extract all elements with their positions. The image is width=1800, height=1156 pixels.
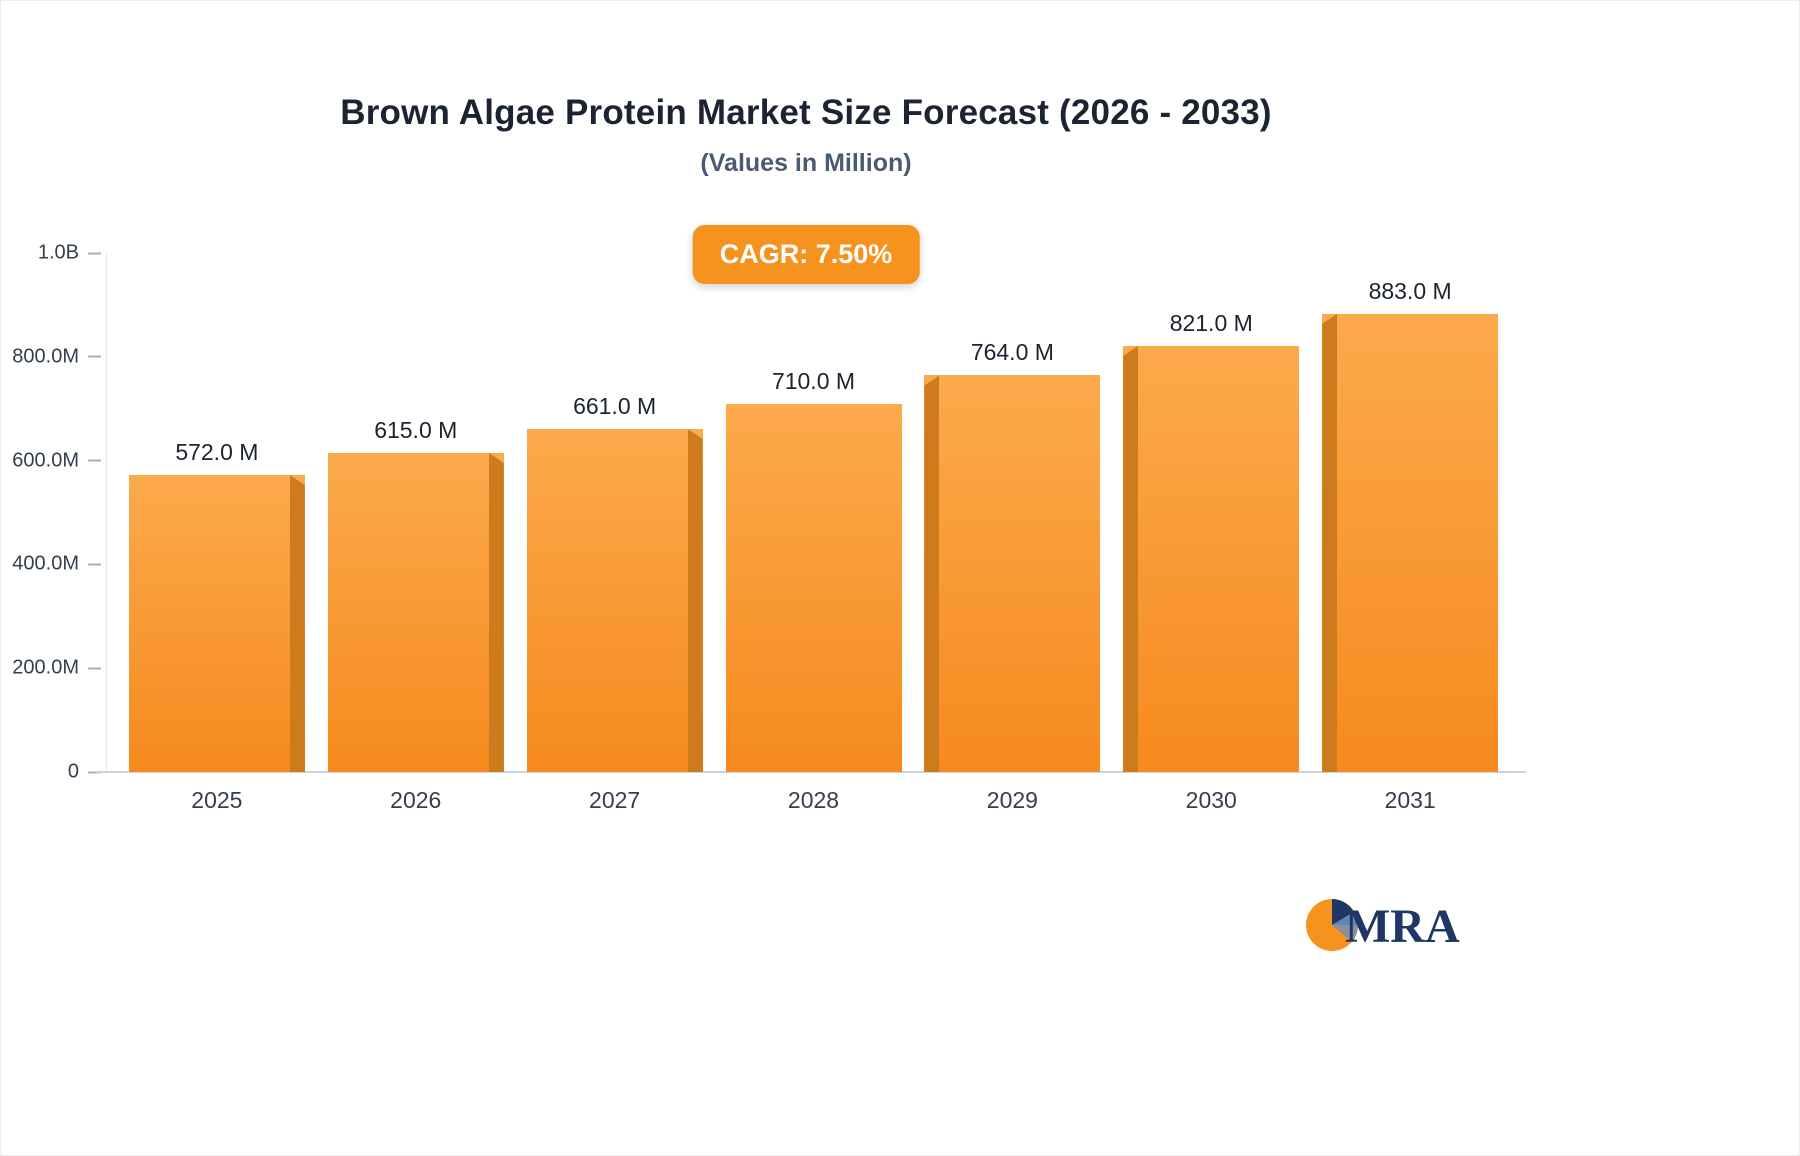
bar-group: 883.0 M	[1322, 278, 1499, 772]
bar-value-label: 572.0 M	[175, 439, 259, 466]
bar-side-face	[488, 452, 504, 772]
bar-value-label: 710.0 M	[771, 367, 856, 394]
y-tick-mark	[88, 667, 101, 670]
bar-side-face	[924, 375, 940, 772]
x-axis-label: 2028	[787, 787, 840, 813]
y-tick: 200.0M	[12, 657, 101, 680]
logo-pie-lightblue	[1332, 912, 1358, 925]
x-axis-label: 2029	[986, 787, 1038, 813]
y-tick-mark	[88, 459, 101, 462]
chart-title: Brown Algae Protein Market Size Forecast…	[340, 93, 1272, 132]
bar-value-label: 821.0 M	[1169, 309, 1253, 336]
bar-group: 572.0 M	[128, 439, 305, 772]
x-axis-label: 2027	[589, 787, 641, 813]
y-tick: 600.0M	[12, 449, 101, 472]
bar-group: 710.0 M	[725, 368, 902, 772]
y-tick: 0	[68, 761, 101, 784]
y-tick-label: 600.0M	[12, 449, 79, 472]
bar	[526, 428, 703, 772]
mra-logo-graphic: MRA	[1306, 899, 1460, 953]
x-axis-baseline	[96, 771, 1526, 773]
y-tick-mark	[88, 771, 101, 773]
chart-subtitle: (Values in Million)	[700, 149, 912, 177]
bar	[1322, 313, 1499, 772]
y-tick-label: 0	[67, 760, 79, 783]
x-axis-label: 2031	[1384, 787, 1436, 813]
bar-side-face	[1123, 345, 1139, 772]
bar	[327, 452, 504, 772]
logo-pie-gray	[1332, 925, 1359, 942]
y-axis: 1.0B 800.0M 600.0M 400.0M 200.0M 0	[1, 242, 101, 783]
y-tick-label: 400.0M	[12, 552, 79, 575]
bar-side-face	[1322, 313, 1338, 772]
bar-value-label: 883.0 M	[1368, 277, 1452, 304]
y-tick-label: 800.0M	[12, 345, 79, 368]
bar	[128, 475, 305, 772]
logo-pie-navy	[1332, 899, 1354, 925]
x-axis-label: 2025	[191, 787, 243, 813]
y-axis-line	[106, 253, 107, 772]
cagr-badge: CAGR: 7.50%	[692, 225, 920, 284]
mra-logo-text: MRA	[1345, 900, 1460, 953]
bar-side-face	[687, 428, 703, 772]
y-tick: 800.0M	[12, 345, 101, 368]
bar	[1123, 345, 1300, 772]
x-axis: 2025 2026 2027 2028 2029 2030 2031	[106, 787, 1521, 814]
bar-side-face	[289, 475, 305, 772]
bar-group: 821.0 M	[1123, 310, 1300, 772]
x-axis-label: 2030	[1185, 787, 1237, 813]
bar-group: 615.0 M	[327, 417, 504, 772]
y-tick: 1.0B	[38, 242, 101, 265]
bar-value-label: 661.0 M	[573, 392, 657, 419]
bars-container: 572.0 M 615.0 M 661.0 M 710.0 M 764.0 M 821.0…	[106, 253, 1521, 772]
bar-group: 764.0 M	[924, 339, 1101, 772]
bar	[924, 375, 1101, 772]
y-tick-mark	[88, 563, 101, 566]
x-axis-label: 2026	[390, 787, 442, 813]
y-tick-label: 1.0B	[37, 241, 79, 264]
y-tick-label: 200.0M	[12, 656, 79, 679]
bar	[725, 403, 902, 772]
bar-value-label: 764.0 M	[970, 339, 1054, 366]
bar-value-label: 615.0 M	[374, 416, 458, 443]
y-tick-mark	[88, 252, 101, 254]
y-tick-mark	[88, 355, 101, 358]
bar-group: 661.0 M	[526, 393, 703, 772]
y-tick: 400.0M	[12, 553, 101, 576]
mra-logo: MRA	[1301, 887, 1481, 959]
